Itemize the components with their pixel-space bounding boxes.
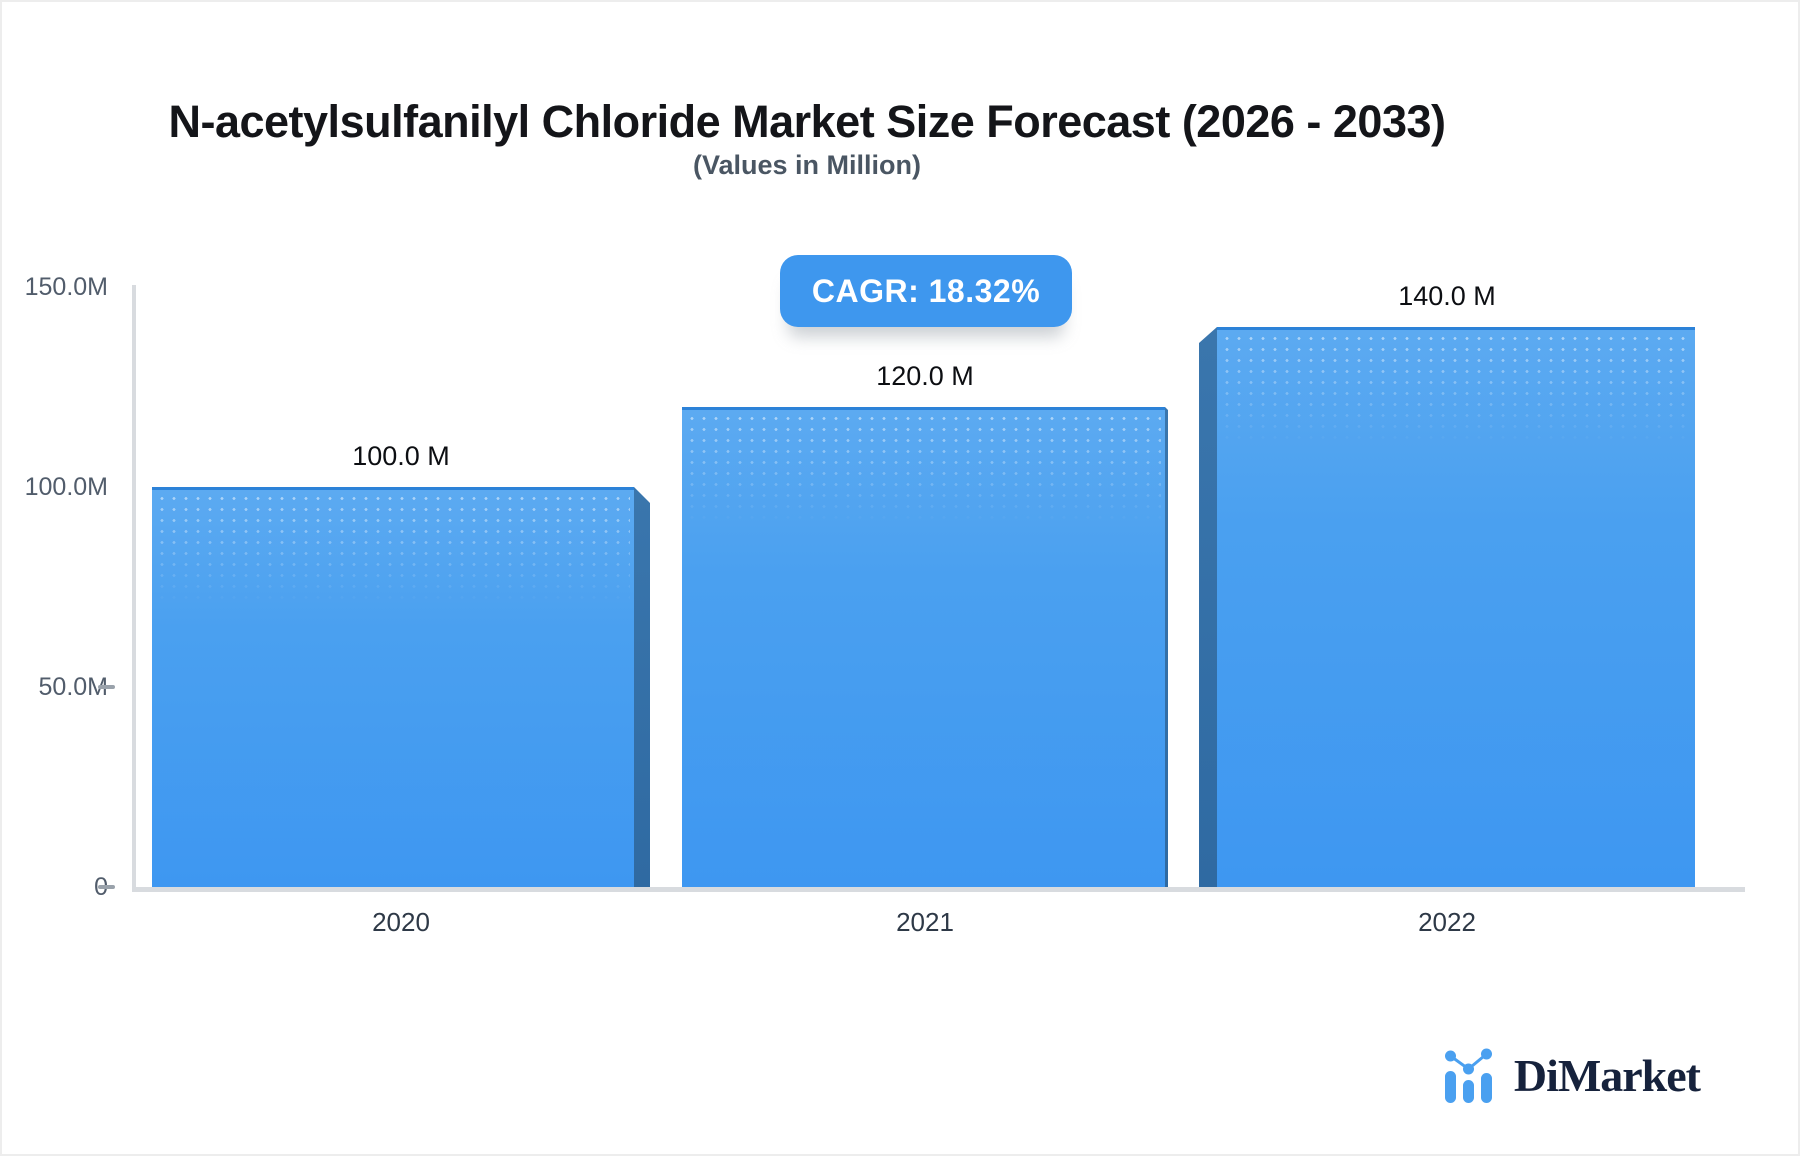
y-tick-label-50.0M: 50.0M <box>38 673 108 701</box>
cagr-badge-label: CAGR: 18.32% <box>811 272 1041 309</box>
y-tick-label-0: 0 <box>2 872 108 902</box>
chart-title: N-acetylsulfanilyl Chloride Market Size … <box>168 96 1446 147</box>
dimarket-logo-icon <box>1444 1048 1492 1103</box>
brand-name: DiMarket <box>1513 1049 1701 1101</box>
bar-value-label-2022: 140.0 M <box>1398 281 1496 311</box>
chart-subtitle: (Values in Million) <box>692 150 922 180</box>
y-tick-label-100.0M: 100.0M <box>24 473 108 501</box>
bar-2020[interactable] <box>152 487 634 887</box>
bar-3d-side <box>1165 407 1168 887</box>
bar-3d-side <box>634 487 650 887</box>
bar-value-label-2021: 120.0 M <box>876 361 974 391</box>
brand-logo: DiMarket <box>1438 1044 1701 1106</box>
x-axis-label-2020: 2020 <box>372 907 430 937</box>
bar-3d-side <box>1199 327 1217 887</box>
bar-2022[interactable] <box>1217 327 1695 887</box>
y-tick-dash <box>98 885 115 889</box>
bar-2021[interactable] <box>682 407 1165 887</box>
bar-texture-dots <box>156 493 630 605</box>
x-axis-label-2022: 2022 <box>1418 907 1476 937</box>
bar-value-label-2020: 100.0 M <box>352 441 450 471</box>
bar-texture-dots <box>686 413 1161 525</box>
bar-texture-dots <box>1221 333 1691 445</box>
x-axis-label-2021: 2021 <box>896 907 954 937</box>
y-axis-line <box>132 285 136 892</box>
cagr-badge: CAGR: 18.32% <box>780 255 1072 327</box>
y-tick-label-150.0M: 150.0M <box>24 273 108 301</box>
x-axis-line <box>132 887 1745 892</box>
y-tick-dash <box>98 685 115 689</box>
